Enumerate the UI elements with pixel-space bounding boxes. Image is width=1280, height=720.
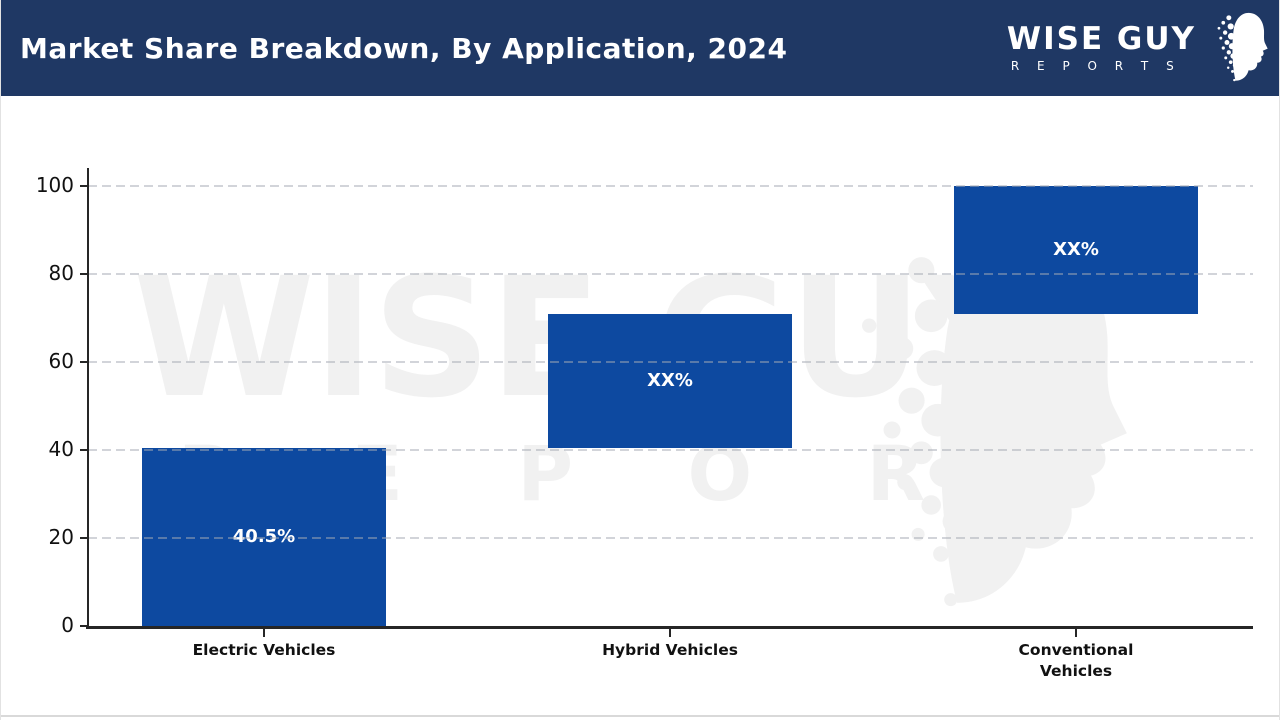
x-category-label-hybrid-vehicles: Hybrid Vehicles xyxy=(602,641,738,659)
gridline-100 xyxy=(88,185,1253,187)
bar-hybrid-vehicles: XX% xyxy=(548,313,792,448)
y-tick-20 xyxy=(80,537,88,539)
gridline-60 xyxy=(88,361,1253,363)
y-tick-label-60: 60 xyxy=(48,349,74,373)
x-tick-3 xyxy=(1075,629,1077,637)
y-tick-label-0: 0 xyxy=(61,613,74,637)
y-tick-40 xyxy=(80,449,88,451)
x-category-label-conventional-vehicles: Conventional Vehicles xyxy=(1018,641,1134,680)
chart-plot-area: 0 20 40 60 80 100 40.5% XX% XX% Electric Vehicles… xyxy=(0,96,1280,720)
y-tick-0 xyxy=(80,625,88,627)
bar-value-label: 40.5% xyxy=(232,526,296,548)
bar-conventional-vehicles: XX% xyxy=(954,186,1198,314)
y-tick-label-80: 80 xyxy=(48,261,74,285)
bar-value-label: XX% xyxy=(647,370,693,392)
x-tick-1 xyxy=(263,629,265,637)
y-tick-60 xyxy=(80,361,88,363)
page-title: Market Share Breakdown, By Application, … xyxy=(20,31,788,65)
y-tick-label-20: 20 xyxy=(48,525,74,549)
gridline-40 xyxy=(88,449,1253,451)
header-bar: Market Share Breakdown, By Application, … xyxy=(0,0,1280,96)
bottom-divider xyxy=(0,715,1280,717)
bar-value-label: XX% xyxy=(1053,239,1099,261)
bar-electric-vehicles: 40.5% xyxy=(142,447,386,626)
logo-wiseguy-text: WISE GUY xyxy=(1006,21,1196,57)
x-category-label-electric-vehicles: Electric Vehicles xyxy=(192,641,336,659)
logo-reports-text: R E P O R T S xyxy=(1010,59,1181,73)
logo-dotted-head-icon xyxy=(1217,12,1268,82)
wise-guy-reports-logo: WISE GUY R E P O R T S xyxy=(1007,5,1272,91)
x-axis-line xyxy=(86,626,1253,629)
y-tick-label-40: 40 xyxy=(48,437,74,461)
y-tick-100 xyxy=(80,185,88,187)
gridline-80 xyxy=(88,273,1253,275)
y-axis-line xyxy=(87,168,89,629)
x-tick-2 xyxy=(669,629,671,637)
y-tick-label-100: 100 xyxy=(35,173,74,197)
gridline-20 xyxy=(88,537,1253,539)
y-tick-80 xyxy=(80,273,88,275)
